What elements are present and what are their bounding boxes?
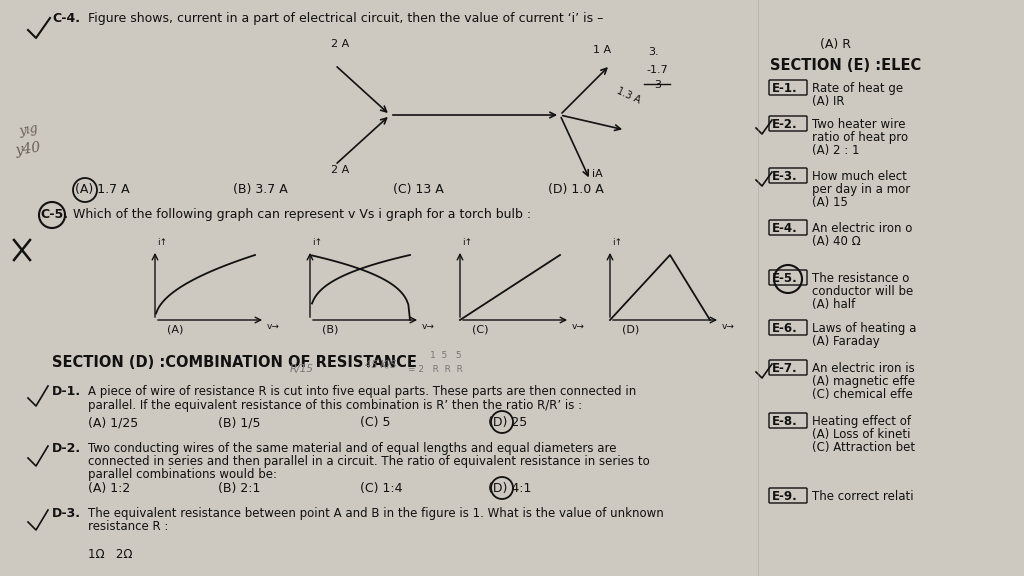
Text: SECTION (D) :COMBINATION OF RESISTANCE: SECTION (D) :COMBINATION OF RESISTANCE — [52, 355, 417, 370]
Text: E-8.: E-8. — [772, 415, 798, 428]
Text: v→: v→ — [572, 322, 585, 331]
Text: (B) 3.7 A: (B) 3.7 A — [233, 183, 288, 196]
Text: E-3.: E-3. — [772, 170, 798, 183]
Text: E-1.: E-1. — [772, 82, 798, 95]
Text: v→: v→ — [722, 322, 735, 331]
Text: (C) chemical effe: (C) chemical effe — [812, 388, 912, 401]
Text: A piece of wire of resistance R is cut into five equal parts. These parts are th: A piece of wire of resistance R is cut i… — [88, 385, 636, 398]
Text: (A) Loss of kineti: (A) Loss of kineti — [812, 428, 910, 441]
Text: ratio of heat pro: ratio of heat pro — [812, 131, 908, 144]
Text: C-5.: C-5. — [40, 209, 68, 222]
Text: Two conducting wires of the same material and of equal lengths and equal diamete: Two conducting wires of the same materia… — [88, 442, 616, 455]
Text: An electric iron o: An electric iron o — [812, 222, 912, 235]
Text: yıg: yıg — [18, 122, 39, 138]
Text: E-4.: E-4. — [772, 222, 798, 235]
Text: 1Ω   2Ω: 1Ω 2Ω — [88, 548, 132, 561]
Text: The correct relati: The correct relati — [812, 490, 913, 503]
Text: i↑: i↑ — [462, 238, 472, 247]
Text: Which of the following graph can represent v Vs i graph for a torch bulb :: Which of the following graph can represe… — [73, 208, 531, 221]
Text: (D) 25: (D) 25 — [488, 416, 527, 429]
Text: SECTION (E) :ELEC: SECTION (E) :ELEC — [770, 58, 922, 73]
Text: connected in series and then parallel in a circuit. The ratio of equivalent resi: connected in series and then parallel in… — [88, 455, 650, 468]
Text: conductor will be: conductor will be — [812, 285, 913, 298]
Text: (D) 1.0 A: (D) 1.0 A — [548, 183, 604, 196]
Text: (C) 5: (C) 5 — [360, 416, 390, 429]
Text: (A) R: (A) R — [820, 38, 851, 51]
Text: (A) Faraday: (A) Faraday — [812, 335, 880, 348]
Text: R/15: R/15 — [290, 364, 314, 374]
Text: E-6.: E-6. — [772, 322, 798, 335]
Text: 1.3 A: 1.3 A — [615, 85, 642, 105]
Text: (A) 1.7 A: (A) 1.7 A — [75, 183, 130, 196]
Text: (C) 13 A: (C) 13 A — [393, 183, 443, 196]
Text: y40: y40 — [15, 141, 42, 158]
Text: (C) 1:4: (C) 1:4 — [360, 482, 402, 495]
Text: E-2.: E-2. — [772, 118, 798, 131]
Text: 1 A: 1 A — [593, 45, 611, 55]
Text: i↑: i↑ — [157, 238, 167, 247]
Text: How much elect: How much elect — [812, 170, 907, 183]
Text: (A) 2 : 1: (A) 2 : 1 — [812, 144, 859, 157]
Text: The equivalent resistance between point A and B in the figure is 1. What is the : The equivalent resistance between point … — [88, 507, 664, 520]
Text: The resistance o: The resistance o — [812, 272, 909, 285]
Text: i↑: i↑ — [312, 238, 323, 247]
Text: (D) 4:1: (D) 4:1 — [488, 482, 531, 495]
Text: (A) magnetic effe: (A) magnetic effe — [812, 375, 915, 388]
Text: (A) 15: (A) 15 — [812, 196, 848, 209]
Text: (B): (B) — [322, 324, 338, 334]
Text: Rate of heat ge: Rate of heat ge — [812, 82, 903, 95]
Text: v→: v→ — [422, 322, 435, 331]
Text: per day in a mor: per day in a mor — [812, 183, 910, 196]
Text: 2 A: 2 A — [331, 165, 349, 175]
Text: (A) 1/25: (A) 1/25 — [88, 416, 138, 429]
Text: Laws of heating a: Laws of heating a — [812, 322, 916, 335]
Text: D-2.: D-2. — [52, 442, 81, 455]
Text: (A) 1:2: (A) 1:2 — [88, 482, 130, 495]
Text: D-3.: D-3. — [52, 507, 81, 520]
Text: v→: v→ — [267, 322, 280, 331]
Text: (B) 2:1: (B) 2:1 — [218, 482, 260, 495]
Text: (C) Attraction bet: (C) Attraction bet — [812, 441, 915, 454]
Text: (D): (D) — [622, 324, 639, 334]
Text: (A) half: (A) half — [812, 298, 855, 311]
Text: E-5.: E-5. — [772, 272, 798, 285]
Text: iA: iA — [592, 169, 603, 179]
Text: (A) IR: (A) IR — [812, 95, 845, 108]
Text: Figure shows, current in a part of electrical circuit, then the value of current: Figure shows, current in a part of elect… — [88, 12, 603, 25]
Text: (B) 1/5: (B) 1/5 — [218, 416, 260, 429]
Text: E-9.: E-9. — [772, 490, 798, 503]
Text: (C): (C) — [472, 324, 488, 334]
Text: Two heater wire: Two heater wire — [812, 118, 905, 131]
Text: An electric iron is: An electric iron is — [812, 362, 914, 375]
Text: 1  5   5: 1 5 5 — [430, 351, 462, 360]
Text: resistance R :: resistance R : — [88, 520, 168, 533]
Text: parallel combinations would be:: parallel combinations would be: — [88, 468, 278, 481]
Text: -1.7: -1.7 — [646, 65, 668, 75]
Text: 45 K/S: 45 K/S — [365, 360, 396, 370]
Text: (A) 40 Ω: (A) 40 Ω — [812, 235, 861, 248]
Text: = 2   R  R  R: = 2 R R R — [408, 365, 463, 374]
Text: E-7.: E-7. — [772, 362, 798, 375]
Text: parallel. If the equivalent resistance of this combination is R’ then the ratio : parallel. If the equivalent resistance o… — [88, 399, 582, 412]
Text: Heating effect of: Heating effect of — [812, 415, 911, 428]
Text: C-4.: C-4. — [52, 12, 80, 25]
Text: i↑: i↑ — [612, 238, 623, 247]
Text: (A): (A) — [167, 324, 183, 334]
Text: 3.: 3. — [648, 47, 658, 57]
Text: D-1.: D-1. — [52, 385, 81, 398]
Text: 2 A: 2 A — [331, 39, 349, 49]
Text: 3: 3 — [654, 80, 662, 90]
